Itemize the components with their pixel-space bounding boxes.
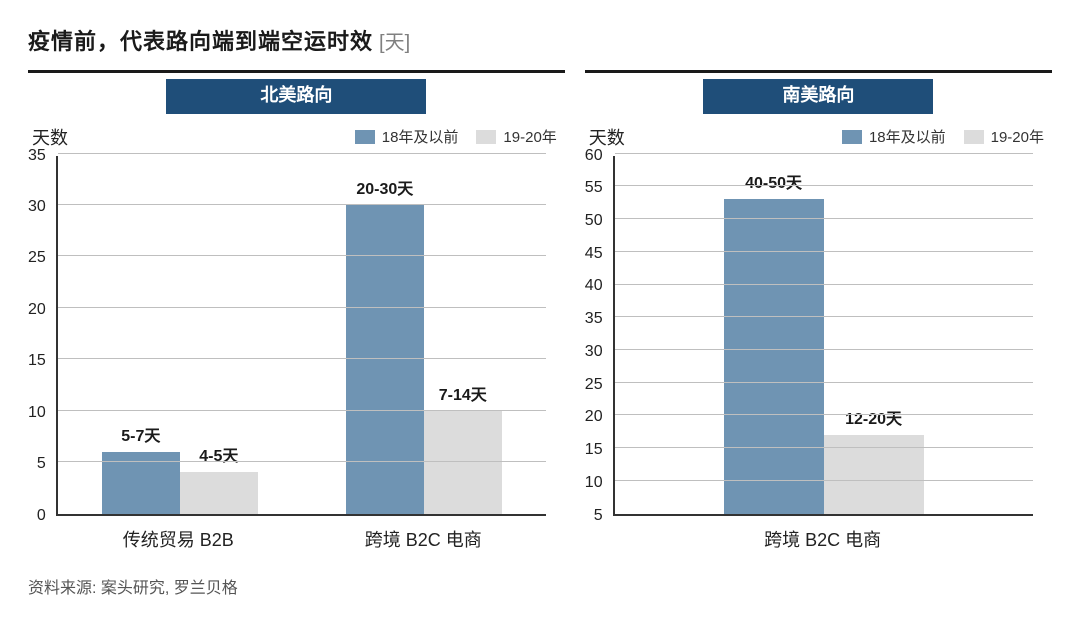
legend-item-s1-r: 18年及以前 xyxy=(842,126,946,147)
charts-container: 北美路向 天数 18年及以前 19-20年 35302520151050 5-7… xyxy=(28,70,1052,552)
xlabel: 传统贸易 B2B xyxy=(56,516,301,552)
gridline xyxy=(58,204,546,205)
gridline xyxy=(58,410,546,411)
bar-label: 20-30天 xyxy=(356,175,413,205)
source-footnote: 资料来源: 案头研究, 罗兰贝格 xyxy=(28,574,1052,598)
gridline xyxy=(615,218,1033,219)
panel-north-america: 北美路向 天数 18年及以前 19-20年 35302520151050 5-7… xyxy=(28,70,565,552)
legend-item-s1: 18年及以前 xyxy=(355,126,459,147)
bar-label: 12-20天 xyxy=(845,405,902,435)
legend-label-s1: 18年及以前 xyxy=(382,126,459,147)
legend-label-s2: 19-20年 xyxy=(503,126,556,147)
xlabel: 跨境 B2C 电商 xyxy=(613,516,1033,552)
title-main: 疫情前，代表路向端到端空运时效 xyxy=(28,24,373,56)
gridline xyxy=(615,284,1033,285)
panel-header-left: 北美路向 xyxy=(166,79,426,114)
yaxis-left: 35302520151050 xyxy=(28,156,56,516)
bar: 40-50天 xyxy=(724,199,824,513)
gridline xyxy=(615,316,1033,317)
legend-label-s2-r: 19-20年 xyxy=(991,126,1044,147)
gridline xyxy=(58,153,546,154)
panel-header-right: 南美路向 xyxy=(703,79,933,114)
gridline xyxy=(615,251,1033,252)
legend-label-s1-r: 18年及以前 xyxy=(869,126,946,147)
gridline xyxy=(615,153,1033,154)
gridline xyxy=(615,480,1033,481)
gridline xyxy=(58,461,546,462)
bar: 7-14天 xyxy=(424,411,502,514)
bar-group: 40-50天 12-20天 xyxy=(615,156,1033,514)
bar-label: 7-14天 xyxy=(439,381,487,411)
legend-swatch-s2-r xyxy=(964,130,984,144)
bar: 20-30天 xyxy=(346,205,424,514)
bar-group: 20-30天7-14天 xyxy=(302,156,546,514)
xlabels-right: 跨境 B2C 电商 xyxy=(613,516,1033,552)
plot-left: 5-7天4-5天20-30天7-14天 xyxy=(56,156,546,516)
legend-left: 18年及以前 19-20年 xyxy=(355,126,557,147)
legend-item-s2-r: 19-20年 xyxy=(964,126,1044,147)
xlabels-left: 传统贸易 B2B跨境 B2C 电商 xyxy=(56,516,546,552)
legend-right: 18年及以前 19-20年 xyxy=(842,126,1044,147)
legend-swatch-s1-r xyxy=(842,130,862,144)
xlabel: 跨境 B2C 电商 xyxy=(301,516,546,552)
yaxis-right: 60555045403530252015105 xyxy=(585,156,613,516)
panel-south-america: 南美路向 天数 18年及以前 19-20年 605550454035302520… xyxy=(585,70,1052,552)
gridline xyxy=(615,414,1033,415)
legend-swatch-s1 xyxy=(355,130,375,144)
gridline xyxy=(58,307,546,308)
gridline xyxy=(615,447,1033,448)
gridline xyxy=(58,255,546,256)
legend-swatch-s2 xyxy=(476,130,496,144)
bar-label: 5-7天 xyxy=(121,422,160,452)
plot-right: 40-50天 12-20天 xyxy=(613,156,1033,516)
gridline xyxy=(615,382,1033,383)
bar-group: 5-7天 4-5天 xyxy=(58,156,302,514)
gridline xyxy=(615,349,1033,350)
bar-label: 4-5天 xyxy=(199,442,238,472)
bar: 4-5天 xyxy=(180,472,258,513)
page-title: 疫情前，代表路向端到端空运时效 [天] xyxy=(28,24,1052,56)
legend-item-s2: 19-20年 xyxy=(476,126,556,147)
title-unit: [天] xyxy=(379,26,410,55)
gridline xyxy=(58,358,546,359)
gridline xyxy=(615,185,1033,186)
